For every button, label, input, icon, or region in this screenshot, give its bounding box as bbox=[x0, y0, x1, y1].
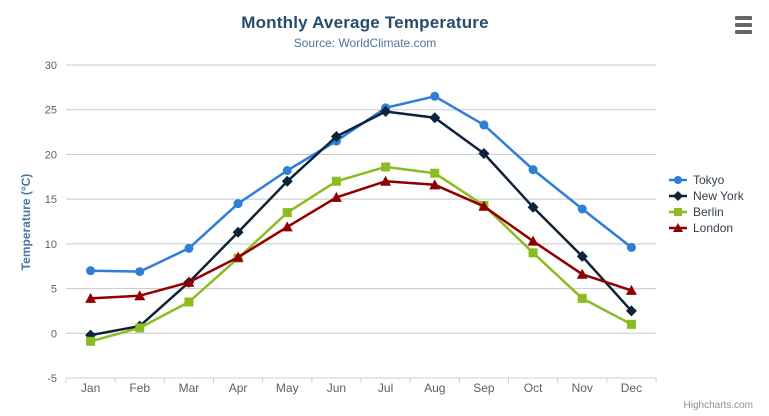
y-tick-label: 25 bbox=[45, 105, 57, 117]
legend-label: London bbox=[693, 221, 734, 235]
point-tokyo-nov[interactable] bbox=[577, 204, 587, 214]
y-tick-label: -5 bbox=[47, 373, 57, 385]
y-tick-label: 15 bbox=[45, 194, 57, 206]
y-axis-labels: -5 0 5 10 15 20 25 30 bbox=[45, 60, 57, 385]
point-berlin-aug[interactable] bbox=[430, 168, 440, 178]
point-tokyo-may[interactable] bbox=[282, 166, 292, 176]
point-london-nov[interactable] bbox=[576, 268, 588, 279]
x-tick-label-sep: Sep bbox=[473, 381, 495, 395]
hamburger-icon bbox=[735, 30, 752, 34]
y-axis-title: Temperature (°C) bbox=[19, 174, 33, 271]
legend-item-berlin[interactable]: Berlin bbox=[668, 204, 744, 220]
point-new-york-jul[interactable] bbox=[380, 106, 392, 118]
x-tick-label-mar: Mar bbox=[179, 381, 200, 395]
series-line-berlin bbox=[89, 165, 633, 343]
credits-link[interactable]: Highcharts.com bbox=[683, 400, 753, 411]
point-london-aug[interactable] bbox=[429, 179, 441, 190]
point-new-york-oct[interactable] bbox=[527, 201, 539, 213]
series-tokyo bbox=[86, 91, 636, 277]
point-tokyo-oct[interactable] bbox=[528, 165, 538, 175]
series-line-tokyo bbox=[89, 95, 633, 273]
point-london-feb[interactable] bbox=[134, 290, 146, 301]
series-layer bbox=[85, 91, 637, 346]
legend-item-new-york[interactable]: New York bbox=[668, 188, 744, 204]
point-tokyo-feb[interactable] bbox=[135, 267, 145, 277]
hamburger-icon bbox=[735, 23, 752, 27]
point-london-jun[interactable] bbox=[330, 191, 342, 202]
x-tick-label-dec: Dec bbox=[621, 381, 642, 395]
export-menu-button[interactable] bbox=[735, 16, 752, 34]
y-tick-label: 5 bbox=[51, 284, 57, 296]
series-new-york bbox=[85, 106, 637, 341]
point-tokyo-dec[interactable] bbox=[626, 242, 636, 252]
legend-label: New York bbox=[693, 189, 744, 203]
point-berlin-jun[interactable] bbox=[331, 176, 341, 186]
point-london-jan[interactable] bbox=[85, 292, 97, 303]
point-tokyo-mar[interactable] bbox=[184, 243, 194, 253]
x-tick-label-nov: Nov bbox=[572, 381, 593, 395]
point-new-york-nov[interactable] bbox=[576, 250, 588, 262]
x-axis-labels: Jan Feb Mar Apr May Jun Jul Aug Sep Oct Nov Dec bbox=[81, 381, 642, 395]
point-london-apr[interactable] bbox=[232, 251, 244, 262]
y-tick-label: 0 bbox=[51, 328, 57, 340]
point-berlin-feb[interactable] bbox=[135, 323, 145, 333]
chart-subtitle: Source: WorldClimate.com bbox=[293, 36, 437, 50]
x-tick-label-apr: Apr bbox=[229, 381, 248, 395]
legend-marker-triangle-icon bbox=[669, 222, 687, 233]
y-tick-label: 30 bbox=[45, 60, 57, 72]
series-line-new-york bbox=[89, 110, 633, 337]
legend-label: Tokyo bbox=[693, 173, 725, 187]
point-berlin-may[interactable] bbox=[282, 208, 292, 218]
legend-item-tokyo[interactable]: Tokyo bbox=[668, 172, 744, 188]
legend-marker-square-icon bbox=[669, 207, 687, 217]
series-line-london bbox=[89, 180, 633, 300]
point-berlin-jul[interactable] bbox=[381, 162, 391, 172]
point-london-sep[interactable] bbox=[478, 200, 490, 211]
legend-label: Berlin bbox=[693, 205, 724, 219]
chart-title: Monthly Average Temperature bbox=[241, 13, 489, 32]
x-axis bbox=[65, 377, 657, 383]
y-tick-label: 10 bbox=[45, 239, 57, 251]
x-tick-label-may: May bbox=[276, 381, 299, 395]
point-tokyo-apr[interactable] bbox=[233, 199, 243, 209]
legend: Tokyo New York Berlin London bbox=[668, 172, 744, 236]
point-london-oct[interactable] bbox=[527, 235, 539, 246]
point-berlin-nov[interactable] bbox=[577, 293, 587, 303]
x-tick-label-feb: Feb bbox=[129, 381, 150, 395]
point-tokyo-sep[interactable] bbox=[479, 120, 489, 130]
legend-item-london[interactable]: London bbox=[668, 220, 744, 236]
point-berlin-oct[interactable] bbox=[528, 248, 538, 258]
point-new-york-jun[interactable] bbox=[330, 131, 342, 143]
y-tick-label: 20 bbox=[45, 149, 57, 161]
legend-marker-circle-icon bbox=[669, 175, 687, 185]
series-london bbox=[85, 175, 637, 303]
legend-marker-diamond-icon bbox=[669, 190, 687, 202]
x-tick-label-jan: Jan bbox=[81, 381, 100, 395]
point-new-york-may[interactable] bbox=[281, 175, 293, 187]
x-tick-label-aug: Aug bbox=[424, 381, 445, 395]
grid-lines bbox=[66, 64, 656, 334]
point-new-york-aug[interactable] bbox=[429, 112, 441, 124]
point-berlin-dec[interactable] bbox=[626, 319, 636, 329]
point-london-mar[interactable] bbox=[183, 276, 195, 287]
point-tokyo-jan[interactable] bbox=[86, 266, 96, 276]
point-london-may[interactable] bbox=[281, 221, 293, 232]
point-berlin-mar[interactable] bbox=[184, 297, 194, 307]
x-tick-label-oct: Oct bbox=[524, 381, 543, 395]
point-new-york-dec[interactable] bbox=[625, 305, 637, 317]
point-new-york-apr[interactable] bbox=[232, 226, 244, 238]
point-tokyo-aug[interactable] bbox=[430, 91, 440, 101]
hamburger-icon bbox=[735, 16, 752, 20]
x-tick-label-jun: Jun bbox=[327, 381, 346, 395]
point-london-dec[interactable] bbox=[625, 284, 637, 295]
x-tick-label-jul: Jul bbox=[378, 381, 393, 395]
point-new-york-sep[interactable] bbox=[478, 148, 490, 160]
point-berlin-jan[interactable] bbox=[86, 336, 96, 346]
point-london-jul[interactable] bbox=[380, 175, 392, 186]
